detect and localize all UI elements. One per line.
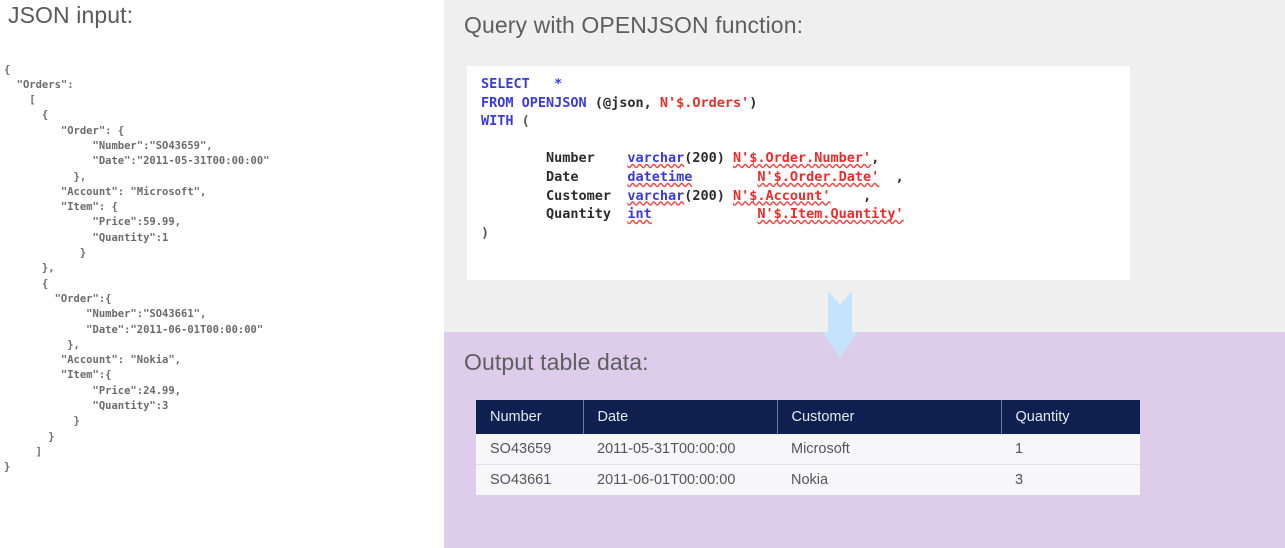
output-section: Output table data: Number Date Customer …	[444, 332, 1285, 548]
table-row: SO43661 2011-06-01T00:00:00 Nokia 3	[476, 464, 1140, 495]
sql-col-type-1: datetime	[627, 168, 693, 185]
sql-col-path-3: N'$.Item.Quantity'	[757, 206, 904, 223]
sql-keyword-select: SELECT	[481, 76, 530, 92]
sql-col-type-0: varchar	[627, 150, 685, 167]
cell-date: 2011-06-01T00:00:00	[583, 464, 777, 495]
sql-col-name-0: Number	[546, 150, 595, 167]
sql-code-box: SELECT * FROM OPENJSON (@json, N'$.Order…	[467, 66, 1130, 280]
sql-col-comma-1: ,	[895, 168, 904, 185]
sql-col-comma-2: ,	[863, 187, 872, 204]
query-section-heading: Query with OPENJSON function:	[464, 12, 804, 38]
sql-col-comma-0: ,	[871, 150, 880, 167]
table-header-row: Number Date Customer Quantity	[476, 400, 1140, 434]
json-input-heading: JSON input:	[8, 2, 134, 28]
down-arrow-icon	[822, 291, 858, 358]
sql-col-path-0: N'$.Order.Number'	[733, 150, 872, 167]
sql-col-type-3: int	[627, 206, 652, 223]
sql-col-name-1: Date	[546, 168, 579, 185]
table-row: SO43659 2011-05-31T00:00:00 Microsoft 1	[476, 434, 1140, 465]
sql-paren-close-final: )	[481, 224, 490, 241]
sql-col-len-2: (200)	[684, 187, 725, 204]
sql-star	[530, 76, 554, 92]
sql-col-len-0: (200)	[684, 150, 725, 167]
right-column: Query with OPENJSON function: SELECT * F…	[444, 0, 1285, 548]
sql-code-text: SELECT * FROM OPENJSON (@json, N'$.Order…	[481, 75, 904, 242]
table-header-number: Number	[476, 400, 584, 434]
cell-quantity: 1	[1001, 434, 1140, 465]
cell-number: SO43659	[476, 434, 583, 465]
sql-orders-path: N'$.Orders'	[659, 94, 750, 111]
output-results-table: Number Date Customer Quantity SO43659 20…	[476, 400, 1140, 495]
output-section-heading: Output table data:	[464, 349, 649, 375]
sql-paren-close-1: )	[749, 94, 758, 111]
sql-col-name-2: Customer	[546, 187, 612, 204]
cell-date: 2011-05-31T00:00:00	[583, 434, 777, 465]
cell-customer: Microsoft	[777, 434, 1001, 465]
sql-json-arg: (@json,	[594, 94, 652, 111]
sql-col-type-2: varchar	[627, 187, 685, 204]
cell-quantity: 3	[1001, 464, 1140, 495]
table-header-date: Date	[583, 400, 778, 434]
sql-star-glyph: *	[554, 76, 563, 92]
sql-keyword-from-openjson: FROM OPENJSON	[481, 94, 587, 111]
sql-keyword-with: WITH	[481, 113, 514, 130]
sql-col-path-1: N'$.Order.Date'	[757, 168, 880, 185]
table-header-customer: Customer	[777, 400, 1002, 434]
down-arrow-shape	[822, 291, 858, 358]
table-header-quantity: Quantity	[1001, 400, 1140, 434]
query-section: Query with OPENJSON function: SELECT * F…	[444, 0, 1285, 332]
json-input-code: { "Orders": [ { "Order": { "Number":"SO4…	[4, 63, 270, 474]
sql-col-name-3: Quantity	[546, 206, 612, 223]
cell-number: SO43661	[476, 464, 583, 495]
sql-paren-open: (	[521, 113, 530, 130]
json-input-panel: JSON input: { "Orders": [ { "Order": { "…	[0, 0, 444, 548]
cell-customer: Nokia	[777, 464, 1001, 495]
sql-col-path-2: N'$.Account'	[733, 187, 831, 204]
